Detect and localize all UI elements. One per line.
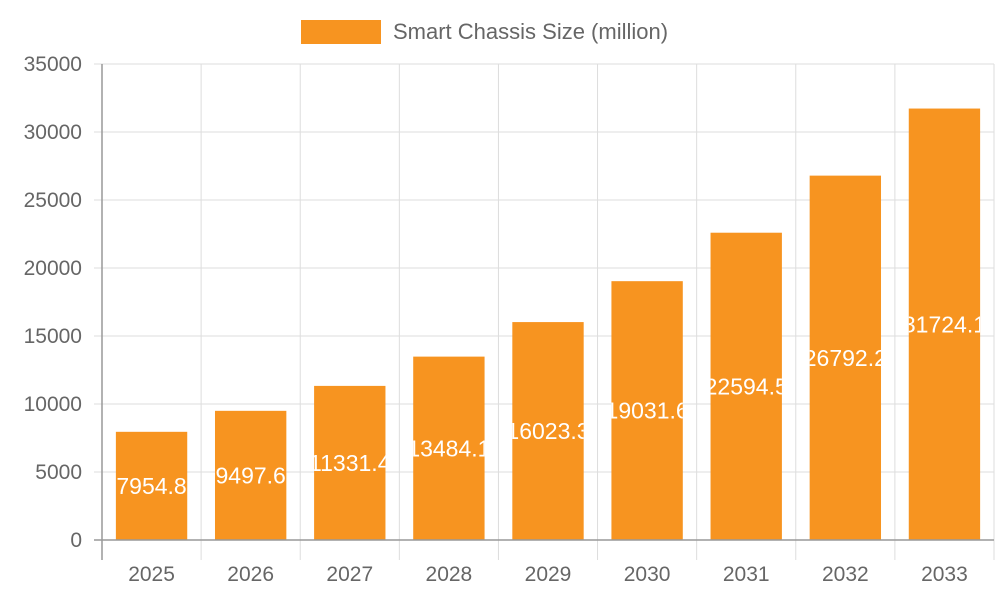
x-tick-label: 2027 [326, 563, 373, 586]
y-tick-label: 10000 [24, 393, 82, 416]
x-tick-label: 2030 [624, 563, 671, 586]
x-tick-label: 2031 [723, 563, 770, 586]
legend[interactable]: Smart Chassis Size (million) [301, 19, 668, 44]
data-label: 22594.5 [705, 373, 788, 399]
data-label: 9497.6 [215, 462, 285, 488]
y-tick-label: 15000 [24, 325, 82, 348]
x-tick-label: 2029 [525, 563, 572, 586]
data-label: 16023.3 [506, 418, 589, 444]
bar [710, 232, 782, 541]
x-tick-label: 2033 [921, 563, 968, 586]
bar [512, 322, 584, 540]
bar [214, 410, 287, 540]
x-tick-label: 2026 [227, 563, 274, 586]
data-label: 13484.1 [407, 435, 490, 461]
data-label: 11331.4 [309, 450, 391, 476]
bar [809, 175, 882, 540]
x-tick-label: 2032 [822, 563, 869, 586]
bar [115, 431, 188, 540]
y-tick-label: 5000 [35, 461, 82, 484]
y-tick-label: 20000 [24, 257, 82, 280]
x-tick-label: 2025 [128, 563, 175, 586]
data-label: 7954.8 [116, 473, 186, 499]
legend-label: Smart Chassis Size (million) [393, 19, 668, 44]
bar [908, 108, 981, 540]
bar [314, 385, 386, 540]
legend-swatch [301, 20, 381, 44]
y-tick-label: 30000 [24, 121, 82, 144]
bar [413, 356, 485, 540]
y-tick-label: 35000 [24, 53, 82, 76]
x-tick-label: 2028 [426, 563, 473, 586]
data-label: 19031.6 [606, 398, 689, 424]
y-tick-label: 0 [70, 529, 82, 552]
y-tick-label: 25000 [24, 189, 82, 212]
bar [611, 281, 683, 540]
data-label: 31724.1 [903, 311, 986, 337]
data-label: 26792.2 [804, 345, 887, 371]
